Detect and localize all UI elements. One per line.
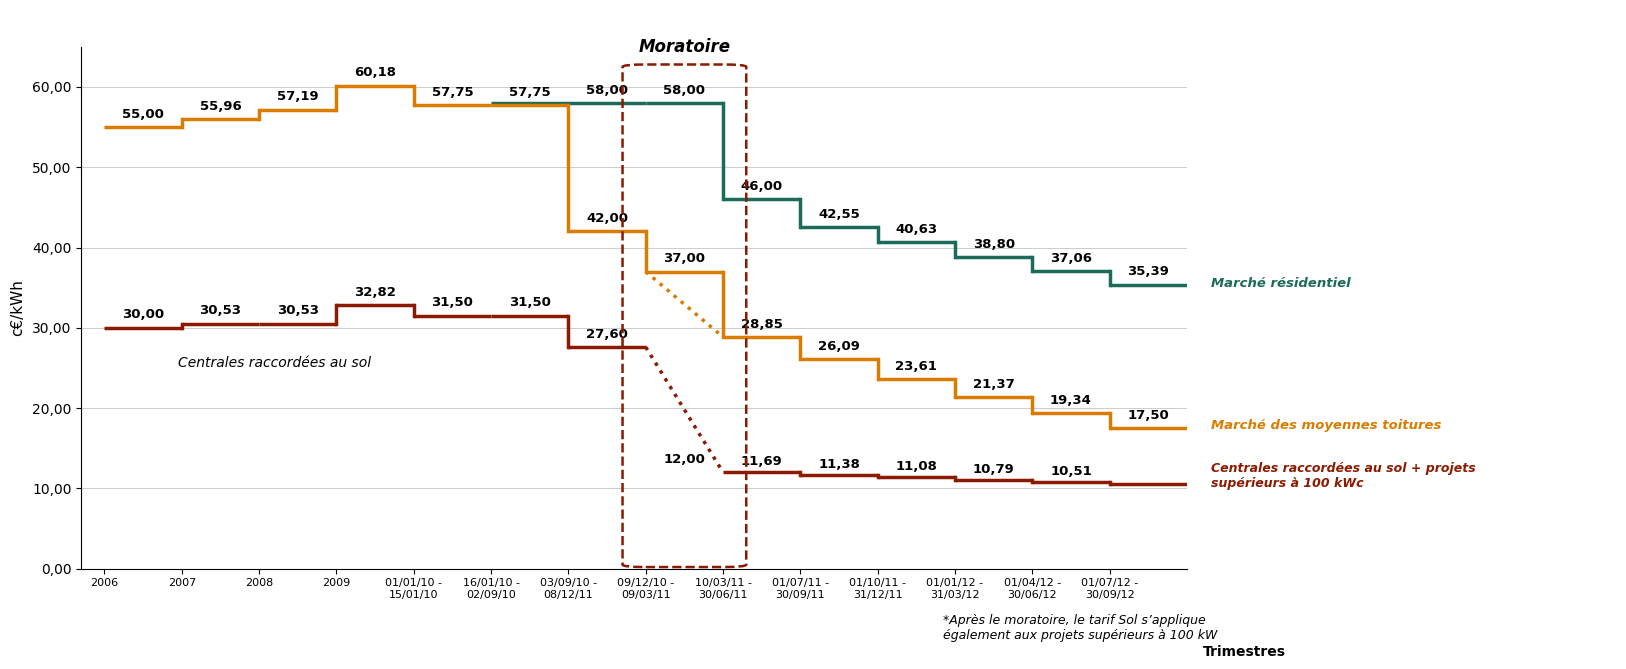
Text: 10,79: 10,79 xyxy=(972,462,1015,476)
Text: 31,50: 31,50 xyxy=(509,296,551,309)
Text: 23,61: 23,61 xyxy=(896,360,937,373)
Text: Moratoire: Moratoire xyxy=(639,38,730,56)
Text: 11,38: 11,38 xyxy=(818,458,860,471)
Text: 35,39: 35,39 xyxy=(1127,265,1169,278)
Text: 37,00: 37,00 xyxy=(663,252,706,265)
Text: 46,00: 46,00 xyxy=(741,180,782,193)
Text: 17,50: 17,50 xyxy=(1127,409,1169,421)
Text: 30,00: 30,00 xyxy=(122,308,164,321)
Text: 19,34: 19,34 xyxy=(1050,394,1093,407)
Text: 42,00: 42,00 xyxy=(585,212,628,225)
Text: 37,06: 37,06 xyxy=(1050,252,1093,265)
Text: 31,50: 31,50 xyxy=(431,296,473,309)
Text: 10,51: 10,51 xyxy=(1050,465,1093,478)
Text: 30,53: 30,53 xyxy=(276,304,319,317)
Text: 42,55: 42,55 xyxy=(818,207,860,221)
Text: Marché résidentiel: Marché résidentiel xyxy=(1211,277,1351,290)
Text: 58,00: 58,00 xyxy=(585,84,628,96)
Text: 57,75: 57,75 xyxy=(509,86,551,98)
Text: 40,63: 40,63 xyxy=(896,223,938,236)
Text: 11,08: 11,08 xyxy=(896,460,937,473)
Text: *Après le moratoire, le tarif Sol s’applique
également aux projets supérieurs à : *Après le moratoire, le tarif Sol s’appl… xyxy=(943,614,1218,642)
Text: Trimestres: Trimestres xyxy=(1203,645,1286,659)
Text: 55,00: 55,00 xyxy=(122,108,164,120)
Text: 12,00: 12,00 xyxy=(663,453,706,466)
Text: Marché des moyennes toitures: Marché des moyennes toitures xyxy=(1211,419,1442,432)
Text: 11,69: 11,69 xyxy=(741,456,782,468)
Text: 27,60: 27,60 xyxy=(585,328,628,341)
Text: 38,80: 38,80 xyxy=(972,237,1015,251)
Text: 28,85: 28,85 xyxy=(741,318,782,330)
Text: 57,19: 57,19 xyxy=(276,90,319,103)
Text: 30,53: 30,53 xyxy=(200,304,242,317)
Text: 26,09: 26,09 xyxy=(818,340,860,353)
Y-axis label: c€/kWh: c€/kWh xyxy=(10,279,24,337)
Text: 32,82: 32,82 xyxy=(354,286,397,299)
Text: 60,18: 60,18 xyxy=(354,66,397,79)
Text: 55,96: 55,96 xyxy=(200,100,241,113)
Text: Centrales raccordées au sol + projets
supérieurs à 100 kWc: Centrales raccordées au sol + projets su… xyxy=(1211,462,1476,490)
Text: 57,75: 57,75 xyxy=(431,86,473,98)
Text: 21,37: 21,37 xyxy=(972,378,1015,391)
Text: 58,00: 58,00 xyxy=(663,84,706,96)
Text: Centrales raccordées au sol: Centrales raccordées au sol xyxy=(177,356,371,370)
